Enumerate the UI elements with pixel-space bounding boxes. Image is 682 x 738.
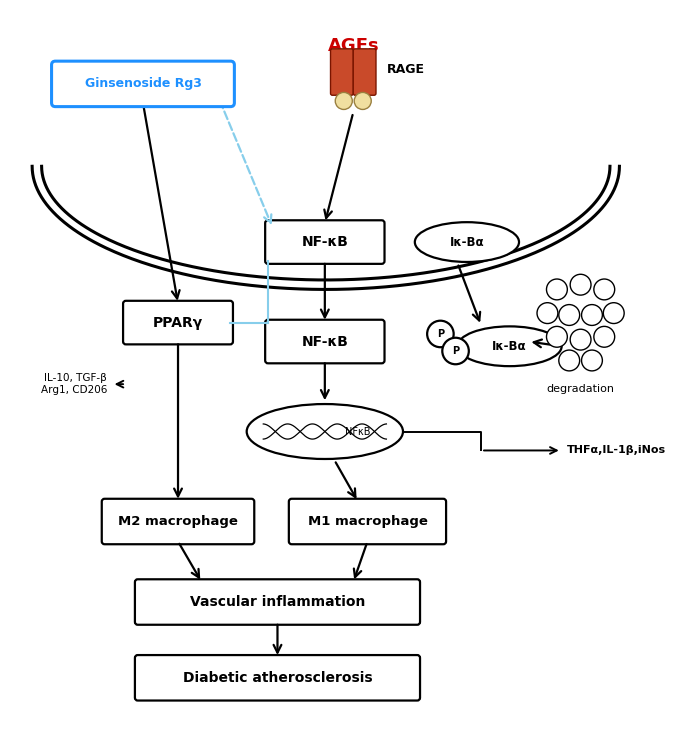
Text: NF-κB: NF-κB — [301, 235, 349, 249]
Text: M1 macrophage: M1 macrophage — [308, 515, 428, 528]
Text: AGEs: AGEs — [327, 37, 379, 55]
Circle shape — [594, 279, 614, 300]
Text: P: P — [437, 329, 444, 339]
Ellipse shape — [415, 222, 519, 262]
Circle shape — [546, 326, 567, 347]
FancyBboxPatch shape — [102, 499, 254, 544]
Text: THFα,IL-1β,iNos: THFα,IL-1β,iNos — [566, 446, 666, 455]
Text: IL-10, TGF-β
Arg1, CD206: IL-10, TGF-β Arg1, CD206 — [41, 373, 107, 395]
Circle shape — [570, 275, 591, 295]
Text: RAGE: RAGE — [387, 63, 424, 76]
Text: P: P — [452, 346, 459, 356]
FancyBboxPatch shape — [265, 220, 385, 264]
FancyBboxPatch shape — [135, 579, 420, 625]
FancyBboxPatch shape — [289, 499, 446, 544]
FancyBboxPatch shape — [52, 61, 235, 106]
Text: Iκ-Bα: Iκ-Bα — [449, 235, 484, 249]
Circle shape — [604, 303, 624, 323]
Circle shape — [559, 350, 580, 371]
Text: degradation: degradation — [546, 384, 614, 394]
FancyBboxPatch shape — [135, 655, 420, 700]
Circle shape — [582, 305, 602, 325]
Text: PPARγ: PPARγ — [153, 316, 203, 330]
Circle shape — [594, 326, 614, 347]
Ellipse shape — [458, 326, 562, 366]
Text: Ginsenoside Rg3: Ginsenoside Rg3 — [85, 77, 201, 90]
Text: NFκB: NFκB — [345, 427, 371, 436]
Text: Vascular inflammation: Vascular inflammation — [190, 595, 365, 609]
Circle shape — [336, 92, 353, 109]
FancyBboxPatch shape — [123, 301, 233, 345]
Text: Iκ-Bα: Iκ-Bα — [492, 339, 527, 353]
FancyBboxPatch shape — [331, 49, 353, 95]
Circle shape — [537, 303, 558, 323]
Circle shape — [546, 279, 567, 300]
Text: Diabetic atherosclerosis: Diabetic atherosclerosis — [183, 671, 372, 685]
Circle shape — [427, 321, 454, 347]
Circle shape — [354, 92, 371, 109]
Circle shape — [570, 329, 591, 350]
Circle shape — [559, 305, 580, 325]
Text: NF-κB: NF-κB — [301, 334, 349, 348]
Circle shape — [443, 338, 469, 365]
Text: M2 macrophage: M2 macrophage — [118, 515, 238, 528]
FancyBboxPatch shape — [353, 49, 376, 95]
FancyBboxPatch shape — [265, 320, 385, 363]
Ellipse shape — [247, 404, 403, 459]
Circle shape — [582, 350, 602, 371]
